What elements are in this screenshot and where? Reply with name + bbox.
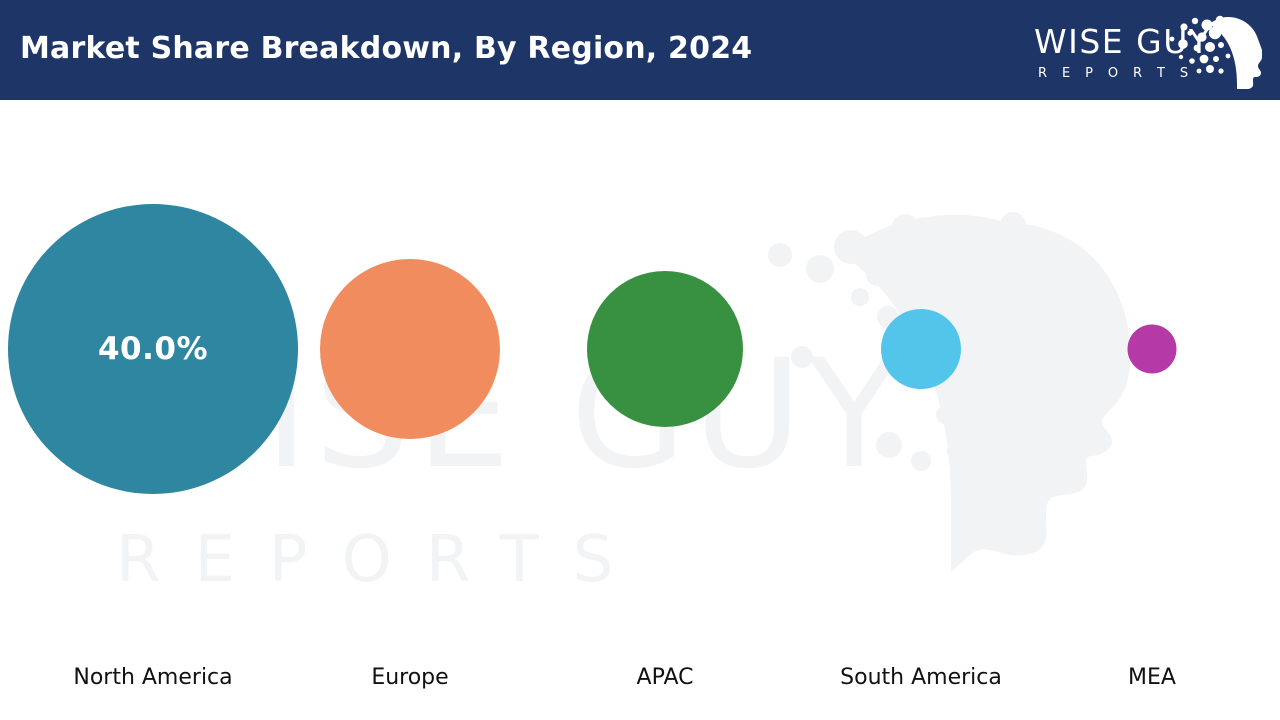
wise-guy-reports-logo: WISE GUY R E P O R T S — [1032, 11, 1262, 89]
category-label-north-america: North America — [73, 665, 233, 690]
category-label-row: North America Europe APAC South America MEA — [0, 100, 1280, 720]
bubble-chart-plot-area: WISE GUY REPORTS 40.0% North America Euro… — [0, 100, 1280, 720]
page-title: Market Share Breakdown, By Region, 2024 — [20, 30, 753, 66]
category-label-europe: Europe — [371, 665, 449, 690]
category-label-mea: MEA — [1128, 665, 1176, 690]
bubble-europe[interactable] — [320, 259, 500, 439]
svg-text:R E P O R T S: R E P O R T S — [1038, 66, 1194, 81]
category-label-south-america: South America — [840, 665, 1002, 690]
bubble-apac[interactable] — [587, 271, 743, 427]
bubble-mea[interactable] — [1127, 324, 1177, 374]
header-bar: Market Share Breakdown, By Region, 2024 … — [0, 0, 1280, 100]
bubble-series: 40.0% — [0, 100, 1280, 720]
category-label-apac: APAC — [636, 665, 694, 690]
